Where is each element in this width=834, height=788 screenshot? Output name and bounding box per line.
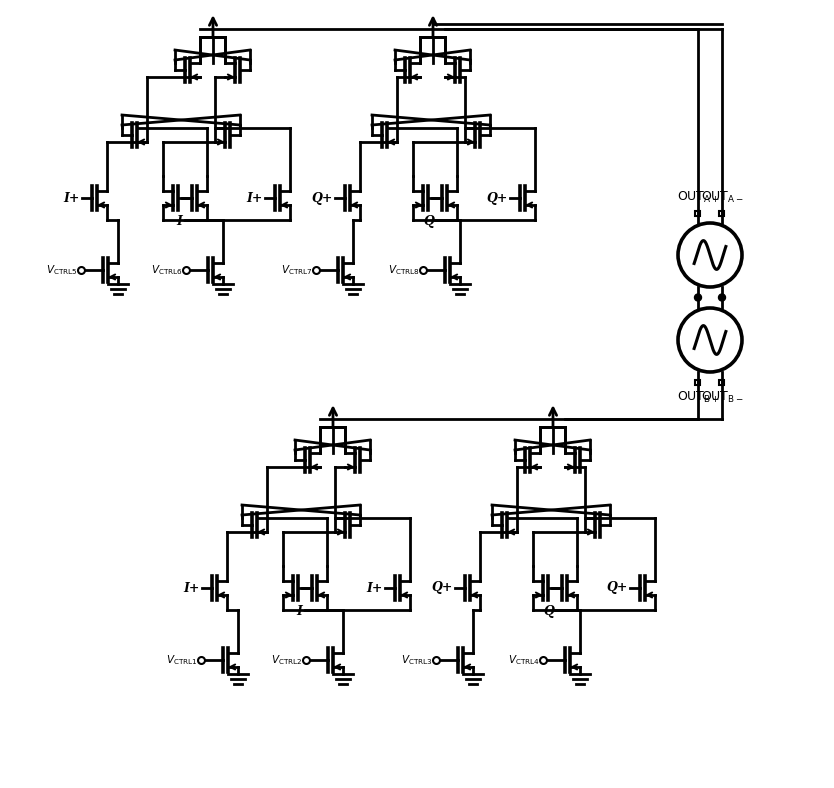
Text: Q+: Q+ xyxy=(312,191,333,205)
Text: I+: I+ xyxy=(367,582,383,594)
Text: $V_{\rm CTRL6}$: $V_{\rm CTRL6}$ xyxy=(151,263,183,277)
Text: $V_{\rm CTRL5}$: $V_{\rm CTRL5}$ xyxy=(47,263,78,277)
Circle shape xyxy=(695,294,701,301)
Text: I+: I+ xyxy=(247,191,263,205)
Text: $\mathrm{OUT_{B+}}$: $\mathrm{OUT_{B+}}$ xyxy=(676,390,720,405)
Text: I+: I+ xyxy=(63,191,80,205)
Text: $V_{\rm CTRL2}$: $V_{\rm CTRL2}$ xyxy=(271,653,303,667)
Text: I−: I− xyxy=(296,605,312,618)
Text: I−: I− xyxy=(176,215,192,228)
Text: Q+: Q+ xyxy=(432,582,453,594)
Text: $\mathrm{OUT_{B-}}$: $\mathrm{OUT_{B-}}$ xyxy=(701,390,743,405)
Bar xyxy=(720,380,725,385)
Text: $V_{\rm CTRL7}$: $V_{\rm CTRL7}$ xyxy=(281,263,313,277)
Text: Q−: Q− xyxy=(424,215,445,228)
Text: I+: I+ xyxy=(183,582,200,594)
Text: $V_{\rm CTRL4}$: $V_{\rm CTRL4}$ xyxy=(508,653,540,667)
Bar xyxy=(720,210,725,215)
Text: Q+: Q+ xyxy=(486,191,508,205)
Text: $\mathrm{OUT_{A+}}$: $\mathrm{OUT_{A+}}$ xyxy=(676,190,720,205)
Text: $V_{\rm CTRL8}$: $V_{\rm CTRL8}$ xyxy=(388,263,420,277)
Text: Q−: Q− xyxy=(543,605,565,618)
Text: $V_{\rm CTRL1}$: $V_{\rm CTRL1}$ xyxy=(166,653,198,667)
Text: Q+: Q+ xyxy=(606,582,628,594)
Circle shape xyxy=(719,294,726,301)
Text: $\mathrm{OUT_{A-}}$: $\mathrm{OUT_{A-}}$ xyxy=(701,190,743,205)
Bar xyxy=(696,380,701,385)
Bar xyxy=(696,210,701,215)
Text: $V_{\rm CTRL3}$: $V_{\rm CTRL3}$ xyxy=(401,653,433,667)
